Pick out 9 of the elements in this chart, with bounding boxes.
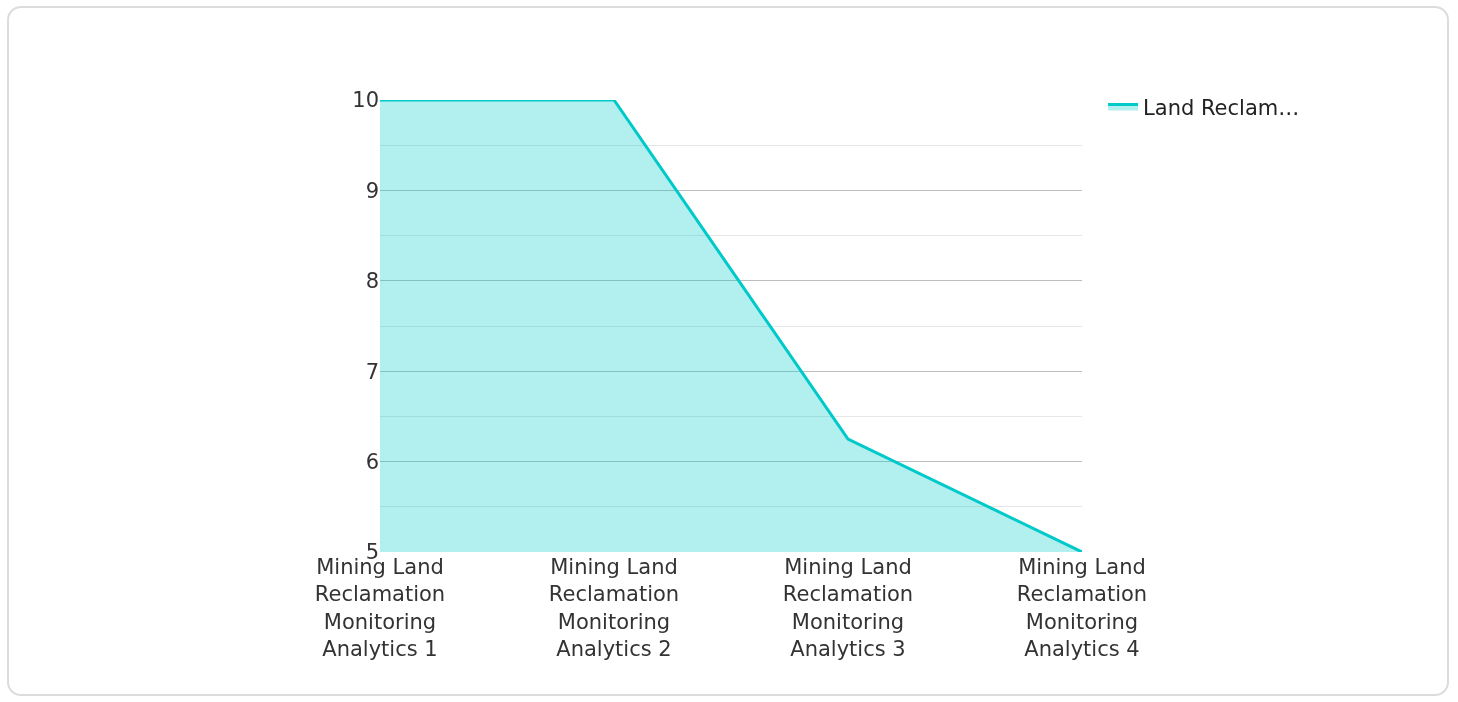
legend-label: Land Reclam… bbox=[1143, 95, 1300, 120]
y-tick-label: 9 bbox=[365, 178, 379, 203]
y-tick-label: 7 bbox=[365, 359, 379, 384]
y-tick-label: 8 bbox=[365, 269, 379, 294]
x-tick-label: Mining Land Reclamation Monitoring Analytics 2 bbox=[548, 555, 680, 661]
x-tick-label: Mining Land Reclamation Monitoring Analytics 4 bbox=[1016, 555, 1148, 661]
y-tick-label: 6 bbox=[365, 449, 379, 474]
x-tick-label: Mining Land Reclamation Monitoring Analytics 3 bbox=[782, 555, 914, 661]
y-tick-label: 10 bbox=[352, 88, 379, 113]
